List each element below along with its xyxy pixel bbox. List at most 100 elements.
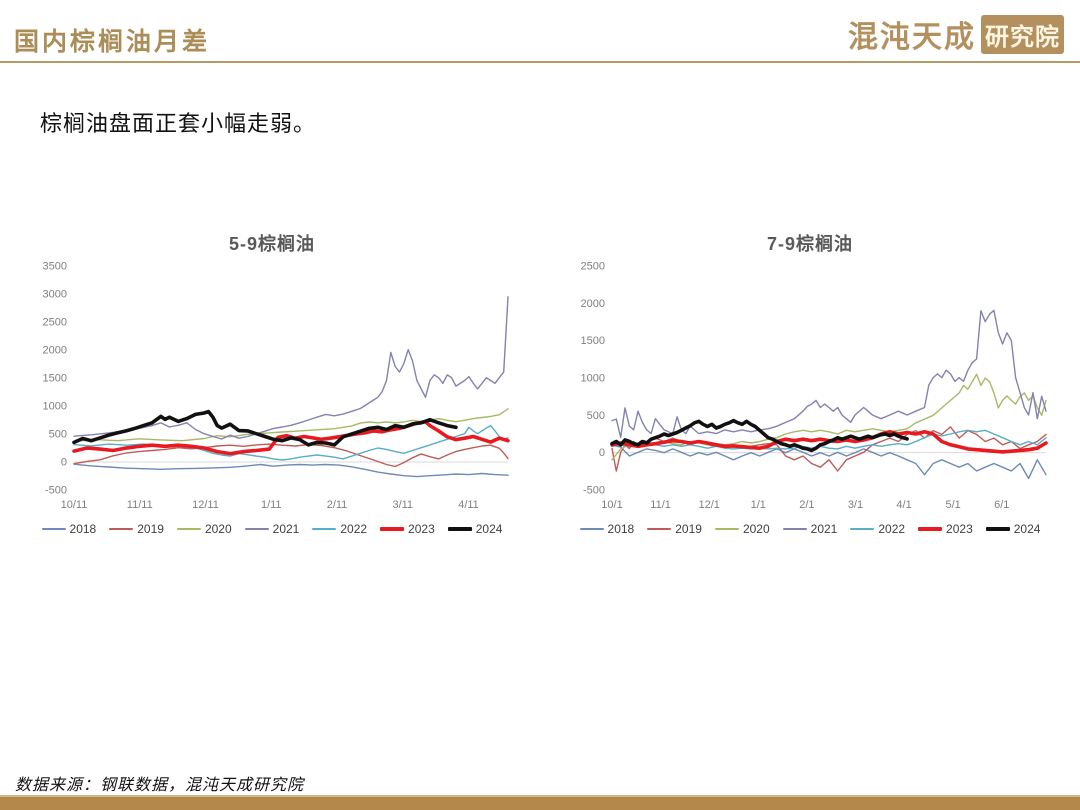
y-axis-tick-label: 1500 — [43, 373, 67, 385]
legend-swatch — [579, 528, 604, 530]
legend-item-2018[interactable]: 2018 — [41, 522, 97, 536]
legend-item-2022[interactable]: 2022 — [312, 522, 367, 536]
x-axis-tick-label: 1/11 — [261, 499, 282, 511]
x-axis-tick-label: 12/11 — [192, 499, 219, 511]
legend-item-2021[interactable]: 2021 — [782, 522, 838, 536]
chart-legend: 2018 2019 2020 2021 2022 2023 2024 — [28, 522, 516, 536]
x-axis-tick-label: 11/11 — [127, 499, 153, 511]
y-axis-tick-label: 2500 — [43, 317, 67, 329]
legend-label: 2021 — [810, 522, 838, 536]
x-axis-tick-label: 6/1 — [994, 499, 1009, 511]
y-axis-tick-label: 1500 — [581, 335, 605, 347]
chart-legend: 2018 2019 2020 2021 2022 2023 2024 — [566, 522, 1054, 536]
legend-label: 2020 — [204, 522, 232, 536]
x-axis-tick-label: 12/1 — [699, 499, 720, 511]
footer-gold-bar — [0, 797, 1080, 810]
chart-svg: 3500 3000 2500 2000 1500 1000 500 0 -500 10/11 11/… — [43, 261, 510, 511]
series-line-2018 — [611, 444, 1047, 480]
legend-item-2023[interactable]: 2023 — [380, 522, 435, 536]
y-axis-tick-label: -500 — [45, 485, 67, 497]
legend-label: 2021 — [272, 522, 300, 536]
footer-hairline — [0, 795, 1080, 797]
chart-7-9-palm-oil: 7-9棕榈油 2500 2000 1500 1000 500 0 -500 10/1 11/1 1… — [566, 230, 1054, 536]
legend-label: 2024 — [1013, 522, 1041, 536]
slide-comment: 棕榈油盘面正套小幅走弱。 — [40, 111, 317, 136]
y-axis-tick-label: 0 — [61, 457, 67, 469]
series-line-2022 — [73, 424, 509, 461]
legend-label: 2019 — [675, 522, 702, 536]
legend-item-2021[interactable]: 2021 — [244, 522, 300, 536]
legend-label: 2018 — [69, 522, 97, 536]
x-axis-tick-label: 3/11 — [392, 499, 413, 511]
series-line-2021 — [73, 296, 509, 440]
legend-swatch — [244, 528, 269, 530]
legend-swatch — [985, 527, 1010, 531]
legend-label: 2023 — [946, 522, 973, 536]
page-title: 国内棕榈油月差 — [14, 29, 211, 56]
y-axis-tick-label: 500 — [49, 429, 67, 441]
y-axis-tick-label: 2000 — [43, 345, 67, 357]
company-logo: 混沌天成 研究院 — [848, 12, 1064, 56]
y-axis-tick-label: 1000 — [581, 373, 605, 385]
series-line-2024 — [610, 418, 909, 453]
x-axis-tick-label: 11/1 — [650, 499, 671, 511]
legend-swatch — [380, 527, 405, 531]
series-line-2019 — [73, 443, 509, 468]
x-axis-tick-label: 10/11 — [61, 499, 88, 511]
series-line-2023 — [72, 419, 510, 456]
y-axis-tick-label: 1000 — [43, 401, 67, 413]
legend-label: 2024 — [475, 522, 503, 536]
y-axis-tick-label: 0 — [599, 447, 605, 459]
x-axis-tick-label: 4/1 — [896, 499, 911, 511]
series-line-2021 — [611, 309, 1047, 439]
legend-label: 2020 — [742, 522, 770, 536]
legend-swatch — [850, 528, 875, 530]
x-axis-tick-label: 10/1 — [601, 499, 622, 511]
x-axis-tick-label: 5/1 — [945, 499, 960, 511]
charts-row: 5-9棕榈油 3500 3000 2500 2000 1500 1000 500 0 -500 1… — [28, 230, 1054, 536]
legend-label: 2022 — [878, 522, 906, 536]
x-axis-tick-label: 1/1 — [751, 499, 766, 511]
legend-item-2024[interactable]: 2024 — [447, 522, 503, 536]
legend-label: 2022 — [340, 522, 368, 536]
chart-title: 7-9棕榈油 — [766, 234, 853, 254]
logo-seal-badge: 研究院 — [981, 14, 1064, 54]
chart-title: 5-9棕榈油 — [228, 234, 315, 254]
x-axis-tick-label: 2/11 — [327, 499, 348, 511]
x-axis-tick-label: 2/1 — [799, 499, 814, 511]
legend-item-2022[interactable]: 2022 — [850, 522, 905, 536]
legend-label: 2019 — [137, 522, 164, 536]
chart-canvas: 3500 3000 2500 2000 1500 1000 500 0 -500 10/11 11/… — [28, 258, 516, 514]
series-line-2022 — [611, 429, 1047, 450]
legend-item-2023[interactable]: 2023 — [918, 522, 973, 536]
legend-label: 2023 — [408, 522, 435, 536]
legend-swatch — [647, 528, 672, 530]
y-axis-tick-label: 3500 — [43, 261, 67, 273]
y-axis-tick-label: 3000 — [43, 289, 67, 301]
legend-swatch — [312, 528, 337, 530]
series-line-2024 — [72, 409, 458, 447]
legend-swatch — [176, 528, 201, 530]
legend-swatch — [41, 528, 66, 530]
x-axis-tick-label: 4/11 — [458, 499, 479, 511]
series-line-2018 — [73, 463, 509, 478]
data-source-note: 数据来源：钢联数据，混沌天成研究院 — [15, 777, 305, 794]
legend-label: 2018 — [607, 522, 635, 536]
legend-swatch — [782, 528, 807, 530]
x-axis-tick-label: 3/1 — [848, 499, 863, 511]
y-axis-tick-label: 2000 — [581, 298, 605, 310]
legend-item-2019[interactable]: 2019 — [647, 522, 702, 536]
legend-item-2018[interactable]: 2018 — [579, 522, 635, 536]
legend-swatch — [109, 528, 134, 530]
legend-swatch — [918, 527, 943, 531]
y-axis-tick-label: 500 — [587, 410, 605, 422]
header-bar: 国内棕榈油月差 混沌天成 研究院 — [0, 0, 1080, 63]
chart-svg: 2500 2000 1500 1000 500 0 -500 10/1 11/1 12/1 1/1 2… — [581, 261, 1048, 511]
legend-item-2020[interactable]: 2020 — [714, 522, 770, 536]
legend-item-2024[interactable]: 2024 — [985, 522, 1041, 536]
chart-canvas: 2500 2000 1500 1000 500 0 -500 10/1 11/1 12/1 1/1 2… — [566, 258, 1054, 514]
legend-item-2020[interactable]: 2020 — [176, 522, 232, 536]
y-axis-tick-label: 2500 — [581, 261, 605, 273]
series-line-2020 — [73, 408, 509, 443]
legend-item-2019[interactable]: 2019 — [109, 522, 164, 536]
